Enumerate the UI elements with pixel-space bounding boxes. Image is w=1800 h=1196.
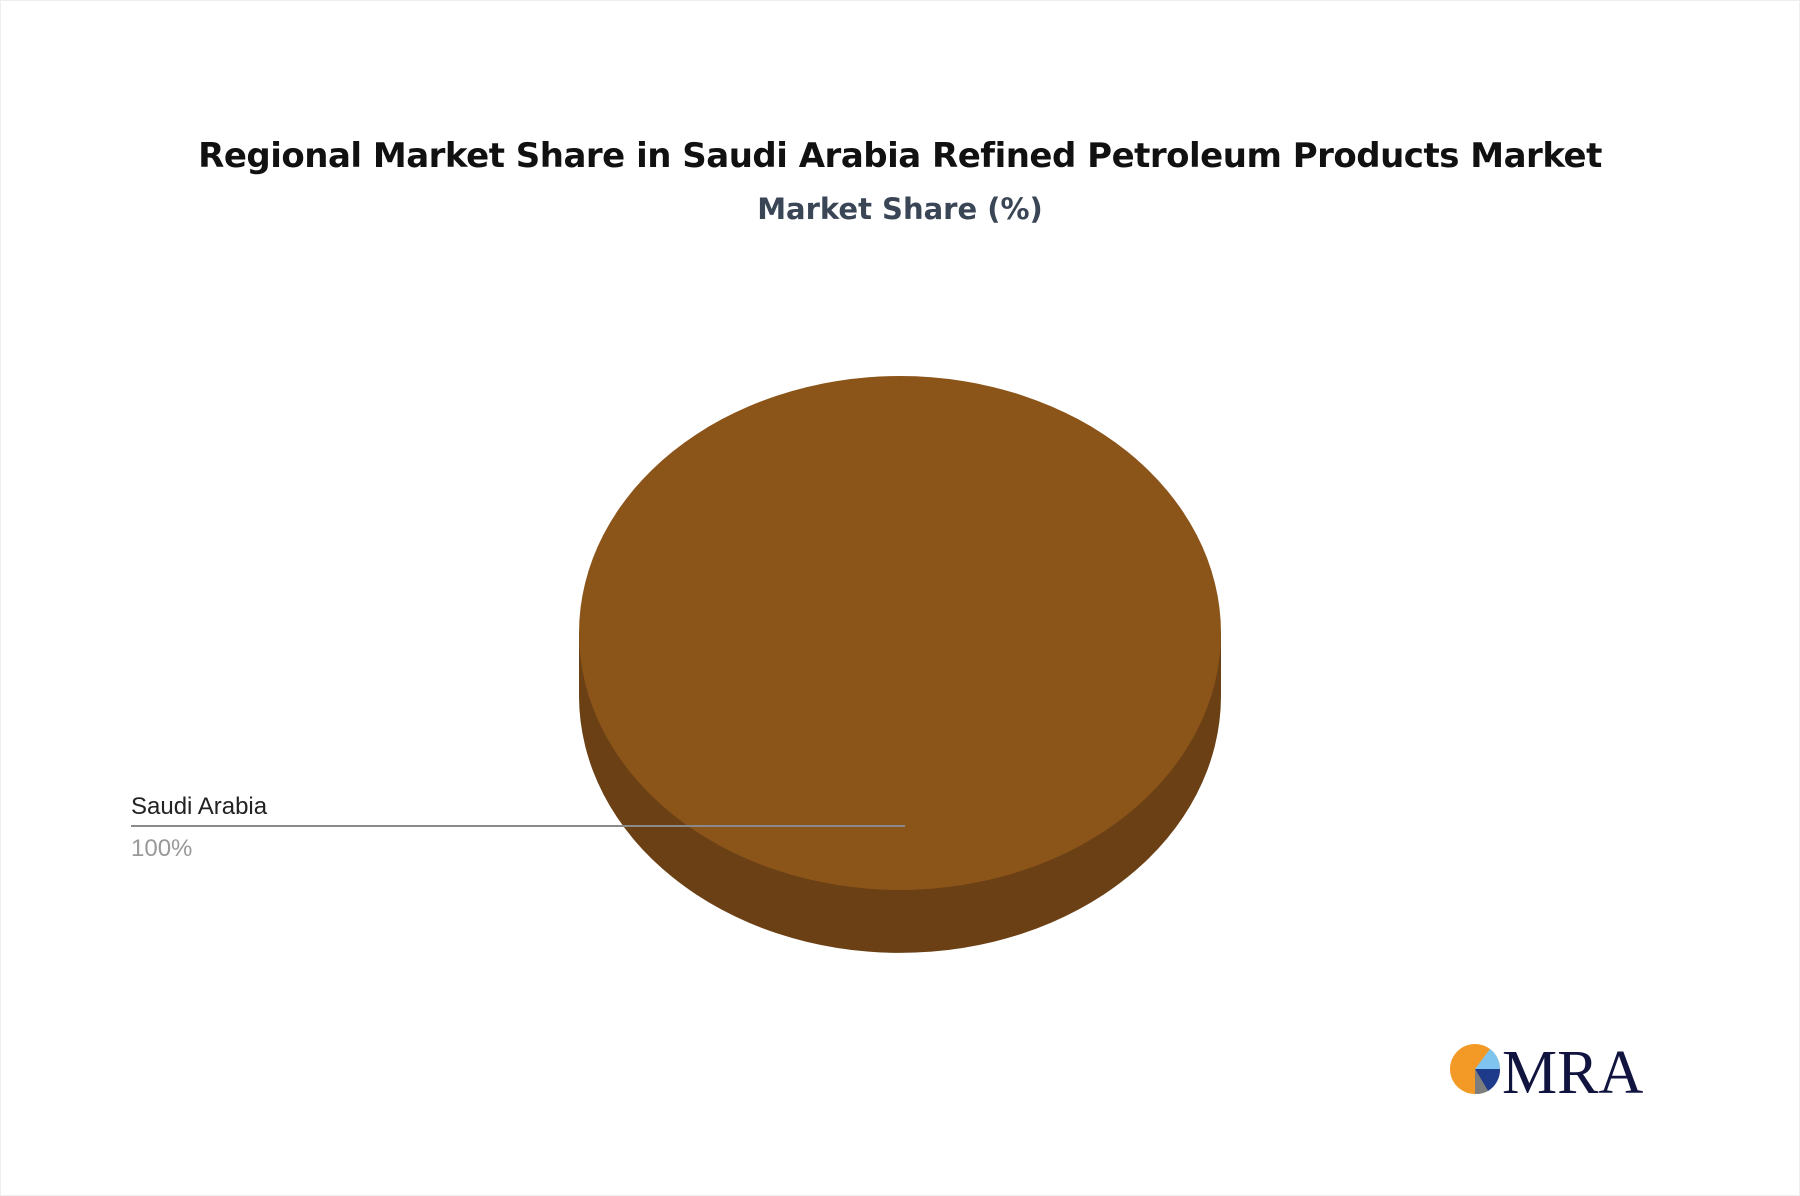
pie-slice-saudi-arabia[interactable] — [579, 376, 1221, 890]
chart-subtitle: Market Share (%) — [757, 192, 1043, 226]
slice-value-label: 100% — [131, 835, 192, 862]
logo-text: MRA — [1502, 1039, 1643, 1107]
chart-title: Regional Market Share in Saudi Arabia Re… — [198, 136, 1602, 176]
slice-label: Saudi Arabia — [131, 793, 268, 820]
